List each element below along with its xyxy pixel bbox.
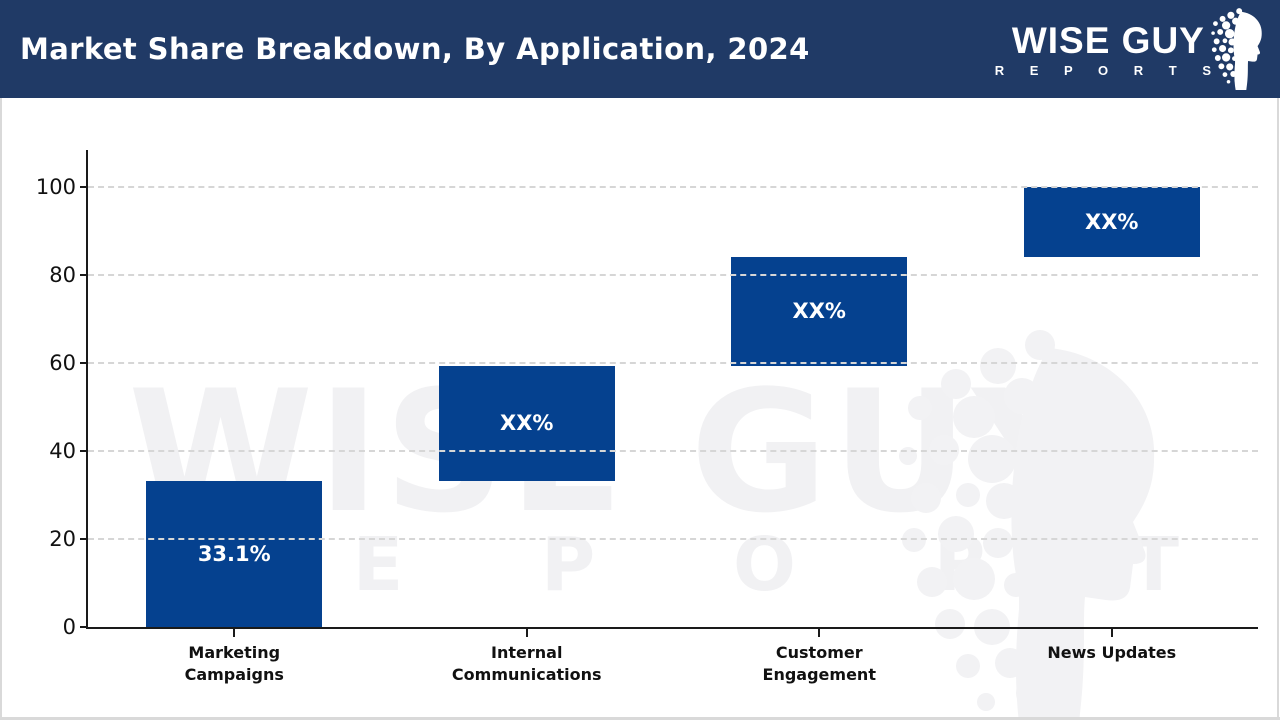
y-axis-tick bbox=[80, 362, 87, 364]
y-axis-tick bbox=[80, 186, 87, 188]
x-axis-tick bbox=[525, 629, 528, 637]
header-bar: Market Share Breakdown, By Application, … bbox=[0, 0, 1280, 98]
wise-guy-logo: WISE GUY R E P O R T S bbox=[995, 6, 1268, 94]
page-edge-bottom bbox=[0, 717, 1280, 720]
y-axis-tick-label: 40 bbox=[49, 439, 76, 463]
y-axis-tick-label: 0 bbox=[62, 615, 76, 639]
logo-text: WISE GUY R E P O R T S bbox=[994, 20, 1222, 79]
wise-guy-head-icon bbox=[1211, 8, 1262, 91]
page-edge-right bbox=[1277, 98, 1279, 720]
chart-title: Market Share Breakdown, By Application, … bbox=[20, 32, 810, 66]
y-axis-tick bbox=[80, 538, 87, 540]
bar: 33.1% bbox=[146, 481, 323, 627]
bar-value-label: XX% bbox=[500, 411, 554, 436]
gridline bbox=[88, 362, 1258, 364]
x-axis-tick bbox=[818, 629, 821, 637]
x-axis-tick bbox=[1110, 629, 1113, 637]
y-axis-tick-label: 60 bbox=[49, 351, 76, 375]
x-axis-category-label: Marketing Campaigns bbox=[184, 643, 284, 684]
bar-value-label: 33.1% bbox=[197, 542, 271, 567]
x-axis-tick bbox=[233, 629, 236, 637]
bar: XX% bbox=[438, 365, 615, 482]
gridline bbox=[88, 538, 1258, 540]
y-axis-tick-label: 20 bbox=[49, 527, 76, 551]
y-axis-line bbox=[86, 150, 88, 629]
gridline bbox=[88, 450, 1258, 452]
y-axis-tick-label: 100 bbox=[35, 175, 76, 199]
bar: XX% bbox=[1023, 187, 1200, 257]
x-axis-category-label: News Updates bbox=[1047, 643, 1177, 662]
logo-brand-name: WISE GUY bbox=[1011, 20, 1205, 61]
x-axis-category-label: Internal Communications bbox=[451, 643, 602, 684]
y-axis-tick-label: 80 bbox=[49, 263, 76, 287]
bar-value-label: XX% bbox=[792, 299, 846, 324]
y-axis-tick bbox=[80, 626, 87, 628]
y-axis-tick bbox=[80, 450, 87, 452]
y-axis-tick bbox=[80, 274, 87, 276]
x-axis-category-label: Customer Engagement bbox=[762, 643, 876, 684]
logo-brand-subtitle: R E P O R T S bbox=[994, 63, 1222, 78]
bar-value-label: XX% bbox=[1085, 209, 1139, 234]
gridline bbox=[88, 186, 1258, 188]
gridline bbox=[88, 274, 1258, 276]
x-axis-line bbox=[86, 627, 1258, 629]
page-edge-left bbox=[0, 98, 2, 720]
